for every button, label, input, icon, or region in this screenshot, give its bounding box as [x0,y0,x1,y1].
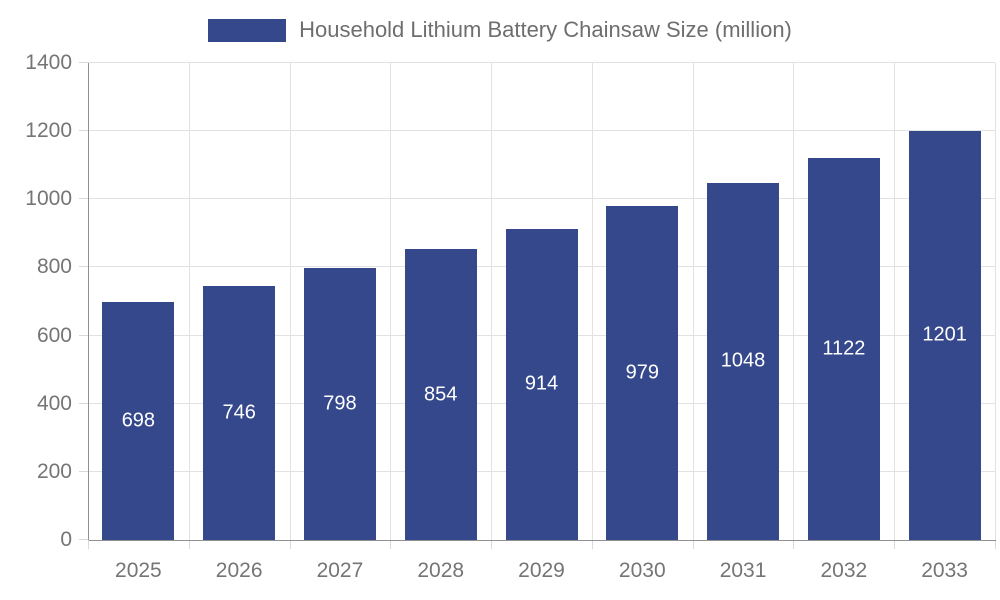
y-axis-tick [79,402,88,404]
x-axis-tick-label: 2032 [820,559,868,582]
v-gridline [390,63,392,540]
x-axis-tick [188,540,190,549]
v-gridline [894,63,896,540]
y-axis-tick-label: 1000 [25,187,72,211]
y-axis-tick-label: 400 [36,391,72,415]
v-gridline [692,63,694,540]
bar-2032 [807,157,880,540]
y-axis-tick-label: 800 [36,255,72,279]
x-axis-tick-label: 2027 [316,559,364,582]
y-axis-tick-label: 0 [60,528,72,551]
legend-swatch [208,18,287,42]
x-axis-tick-label: 2031 [719,559,767,582]
y-axis-tick [79,470,88,472]
bar-value-label: 979 [625,361,659,384]
v-gridline [188,63,190,540]
y-axis-tick [79,130,88,132]
h-gridline [88,130,995,132]
h-gridline [88,62,995,63]
x-axis-tick-label: 2029 [518,559,565,582]
y-axis-tick [79,539,88,540]
x-axis-tick-label: 2030 [618,559,666,582]
x-axis-tick [591,540,593,549]
x-axis-tick-label: 2028 [417,559,465,582]
h-gridline [88,198,995,200]
x-axis-tick-label: 2026 [215,559,263,582]
x-axis-tick-label: 2033 [921,559,968,582]
x-axis-tick [491,540,493,549]
bar-2029 [505,228,578,540]
legend-label: Household Lithium Battery Chainsaw Size … [299,17,792,42]
bar-value-label: 746 [222,401,256,424]
bar-value-label: 1122 [822,337,866,360]
v-gridline [289,63,291,540]
v-gridline [591,63,593,540]
y-axis-tick-label: 200 [36,459,72,483]
bar-value-label: 914 [524,372,559,395]
x-axis-tick [894,540,896,549]
bar-value-label: 1201 [922,323,967,346]
bar-2028 [404,249,477,540]
x-axis-tick [88,540,89,549]
x-axis-tick [793,540,795,549]
bar-value-label: 698 [121,409,156,432]
y-axis-tick-label: 1200 [25,119,72,143]
x-axis-tick-label: 2025 [115,559,162,582]
x-axis-tick [692,540,694,549]
bar-2033 [908,130,981,540]
x-axis-tick [289,540,291,549]
y-axis-tick [79,62,88,63]
y-axis-tick [79,266,88,268]
x-axis-tick [995,540,996,549]
bar-value-label: 1048 [720,349,766,372]
bar-2030 [606,206,679,540]
bar-value-label: 798 [323,392,357,415]
bar-value-label: 854 [424,383,458,405]
bar-2027 [303,268,376,540]
y-axis-tick [79,198,88,200]
x-axis-line [88,540,996,541]
bar-2026 [203,285,276,540]
x-axis-tick [390,540,392,549]
legend-item[interactable]: Household Lithium Battery Chainsaw Size … [0,17,1000,43]
bar-2025 [102,302,175,540]
y-axis-line [88,63,89,540]
bar-2031 [707,182,780,540]
v-gridline [995,63,996,540]
v-gridline [793,63,795,540]
y-axis-tick [79,334,88,336]
y-axis-tick-label: 1400 [25,51,72,74]
y-axis-tick-label: 600 [36,323,72,347]
v-gridline [491,63,493,540]
